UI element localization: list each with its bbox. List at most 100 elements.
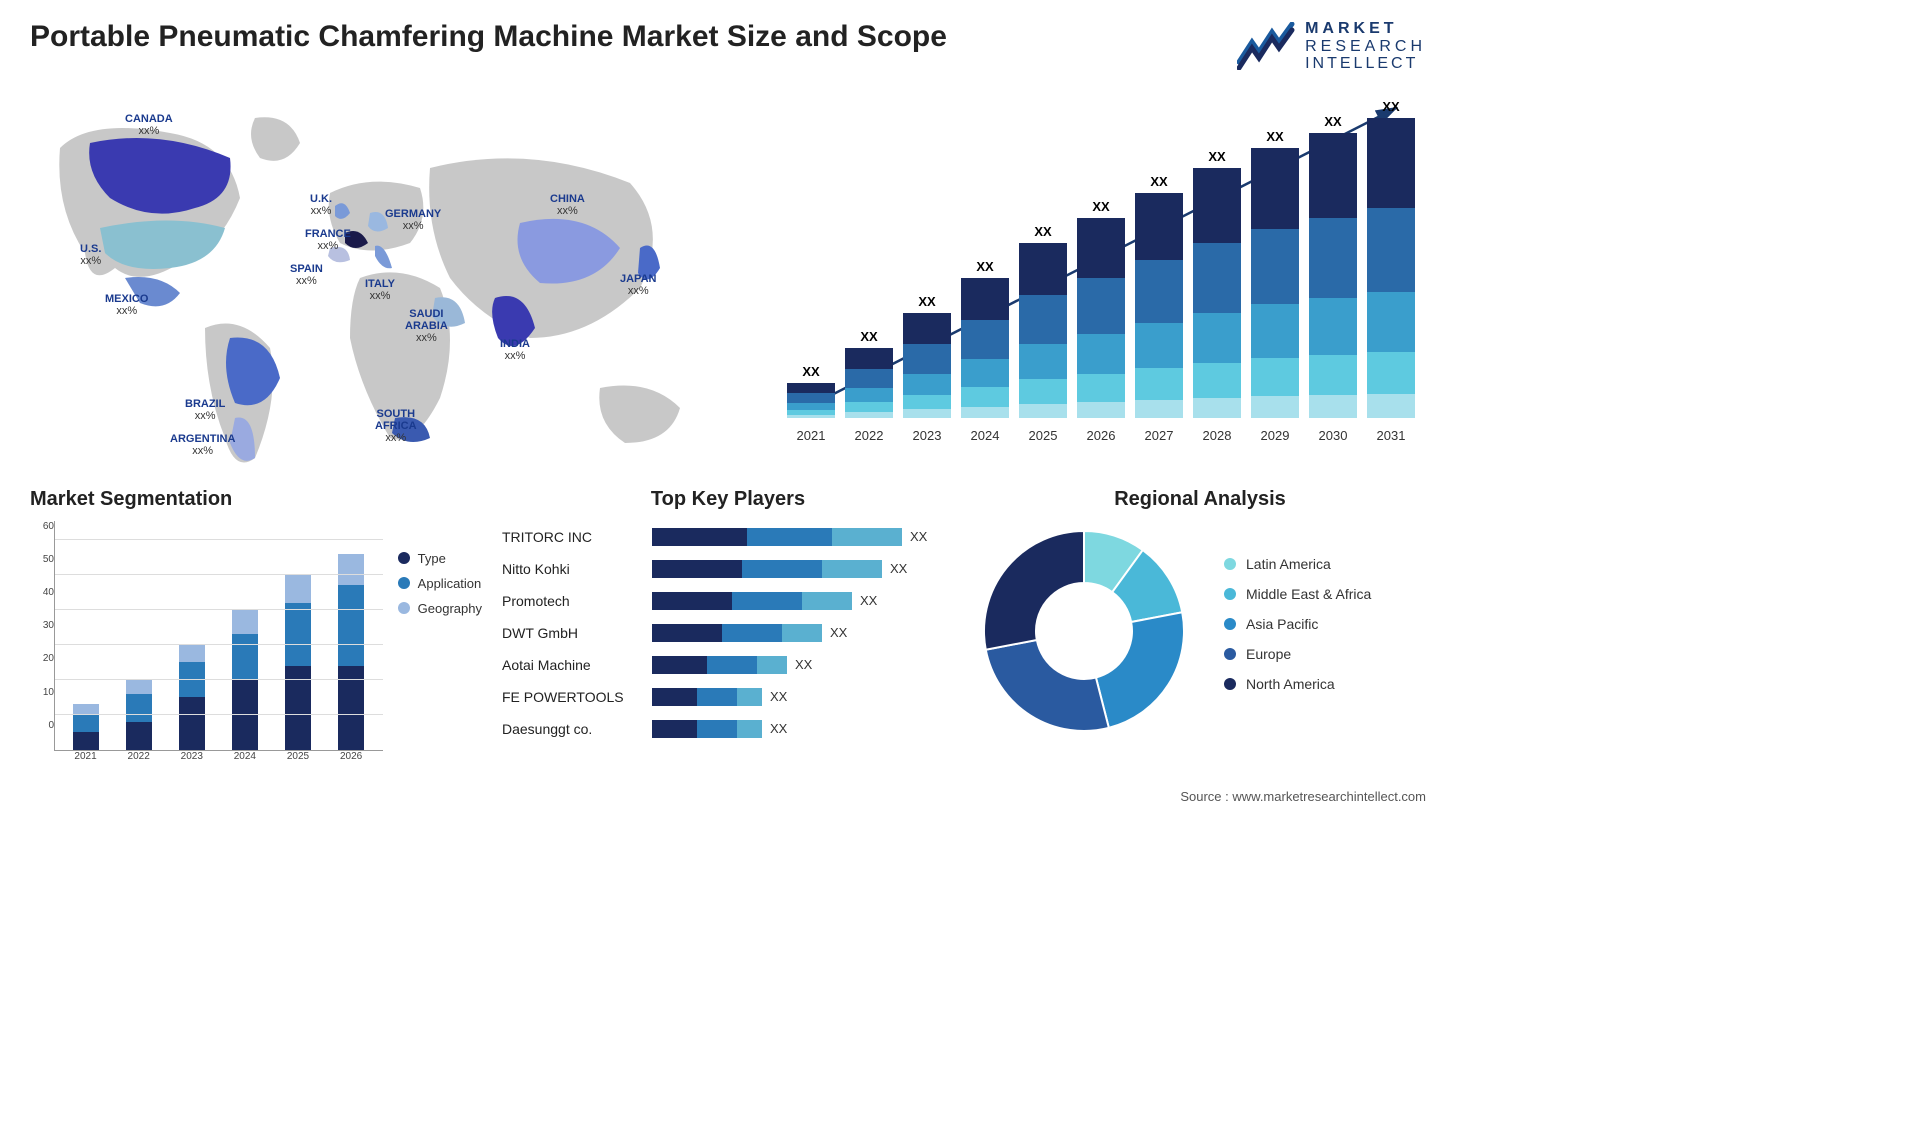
growth-bar-seg [787,393,835,403]
growth-bar-2024: XX [960,259,1010,418]
growth-bar-seg [1367,292,1415,352]
growth-bar-seg [961,407,1009,418]
growth-bar-seg [845,412,893,418]
player-name: DWT GmbH [502,625,652,641]
legend-swatch [398,552,410,564]
legend-swatch [398,577,410,589]
player-bar-segment [707,656,757,674]
growth-bar-seg [903,395,951,410]
growth-bar-seg [1019,295,1067,344]
seg-ytick: 0 [30,720,54,731]
growth-bar-seg [845,402,893,412]
map-label-japan: JAPANxx% [620,273,656,297]
map-greenland [251,117,300,161]
growth-bar-value: XX [918,294,935,309]
growth-bar-seg [1367,208,1415,292]
growth-xlabel: 2022 [844,428,894,443]
growth-bar-seg [1251,358,1299,396]
legend-label: Asia Pacific [1246,616,1318,632]
seg-bar-segment [285,575,311,603]
growth-bar-seg [1135,323,1183,368]
seg-bar-segment [73,732,99,750]
regional-donut-chart [974,521,1194,741]
seg-bar-2026 [338,554,364,750]
player-name: Nitto Kohki [502,561,652,577]
player-bar-segment [722,624,782,642]
player-name: Aotai Machine [502,657,652,673]
seg-bar-2022 [126,680,152,750]
growth-xlabel: 2030 [1308,428,1358,443]
seg-bar-segment [126,694,152,722]
regional-legend-item: North America [1224,676,1371,692]
player-name: Promotech [502,593,652,609]
growth-bar-seg [1309,355,1357,395]
growth-xlabel: 2025 [1018,428,1068,443]
player-value: XX [890,561,907,576]
growth-bar-seg [1309,133,1357,219]
legend-label: Europe [1246,646,1291,662]
seg-bar-segment [179,645,205,663]
growth-bar-seg [1193,313,1241,363]
map-label-us: U.S.xx% [80,243,101,267]
player-bar-segment [652,592,732,610]
player-bar-segment [652,688,697,706]
brand-logo: MARKET RESEARCH INTELLECT [1237,20,1426,73]
seg-gridline [55,714,383,715]
growth-bar-value: XX [860,329,877,344]
growth-xlabel: 2027 [1134,428,1184,443]
growth-bar-value: XX [1092,199,1109,214]
seg-gridline [55,609,383,610]
growth-bar-seg [1309,218,1357,298]
seg-gridline [55,644,383,645]
growth-bar-value: XX [802,364,819,379]
map-country-usa [100,220,225,269]
map-label-china: CHINAxx% [550,193,585,217]
growth-xlabel: 2021 [786,428,836,443]
growth-bar-seg [903,344,951,373]
growth-bar-seg [1193,243,1241,313]
map-label-uk: U.K.xx% [310,193,332,217]
map-label-italy: ITALYxx% [365,278,395,302]
growth-xlabel: 2026 [1076,428,1126,443]
legend-swatch [1224,588,1236,600]
seg-ytick: 20 [30,653,54,664]
player-bar-segment [742,560,822,578]
growth-bar-seg [845,388,893,402]
legend-label: North America [1246,676,1335,692]
growth-bar-2022: XX [844,329,894,418]
seg-bar-segment [285,603,311,666]
player-bar-segment [822,560,882,578]
seg-bar-segment [338,554,364,586]
seg-ytick: 10 [30,687,54,698]
growth-bar-seg [1019,379,1067,404]
seg-ytick: 50 [30,554,54,565]
growth-bar-seg [1367,394,1415,418]
seg-bar-segment [126,722,152,750]
growth-bar-seg [1077,374,1125,402]
growth-bar-seg [1135,260,1183,323]
legend-swatch [1224,618,1236,630]
regional-title: Regional Analysis [974,488,1426,511]
player-row: Aotai MachineXX [502,649,954,681]
donut-slice-north-america [984,531,1084,650]
seg-legend-item: Application [398,576,482,591]
map-label-germany: GERMANYxx% [385,208,441,232]
world-map-panel: CANADAxx%U.S.xx%MEXICOxx%BRAZILxx%ARGENT… [30,88,736,478]
player-row: PromotechXX [502,585,954,617]
regional-panel: Regional Analysis Latin AmericaMiddle Ea… [974,488,1426,788]
player-value: XX [770,721,787,736]
legend-label: Middle East & Africa [1246,586,1371,602]
growth-bar-seg [1135,193,1183,261]
seg-legend-item: Geography [398,601,482,616]
player-name: TRITORC INC [502,529,652,545]
growth-bar-seg [961,387,1009,407]
growth-bar-seg [903,409,951,417]
growth-xlabel: 2028 [1192,428,1242,443]
player-bar-segment [652,720,697,738]
growth-bar-seg [1193,363,1241,398]
growth-chart-panel: XXXXXXXXXXXXXXXXXXXXXX 20212022202320242… [766,88,1426,478]
growth-bar-seg [1309,395,1357,418]
player-row: TRITORC INCXX [502,521,954,553]
player-value: XX [830,625,847,640]
map-aus-base [599,385,680,443]
